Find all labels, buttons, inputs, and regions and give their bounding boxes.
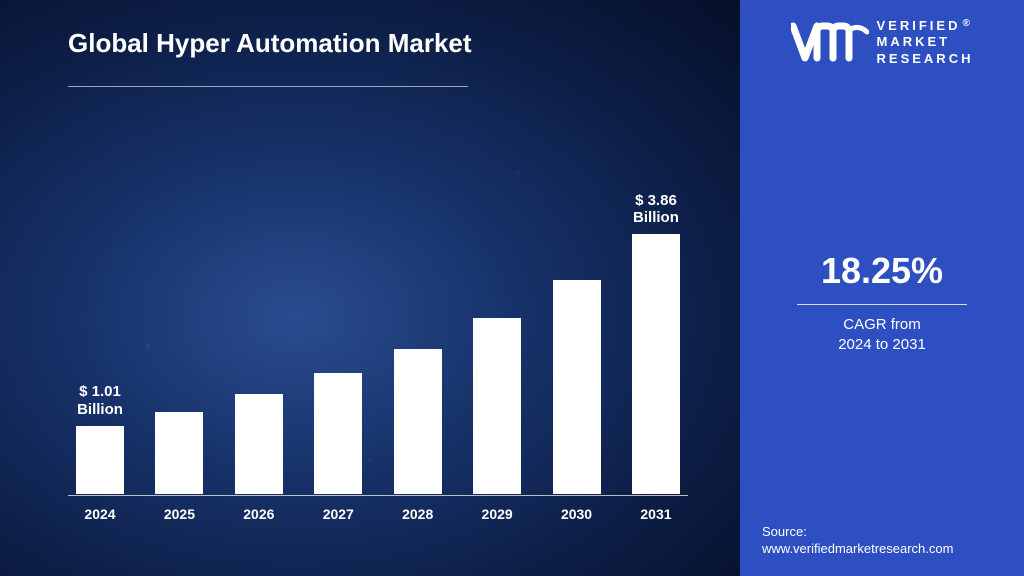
cagr-block: 18.25% CAGR from 2024 to 2031 xyxy=(740,250,1024,356)
bar-value-label-first: $ 1.01 Billion xyxy=(77,383,123,418)
bar-col-2030 xyxy=(545,280,609,494)
x-label-5: 2029 xyxy=(465,506,529,522)
bar-2031 xyxy=(632,234,680,494)
bar-2029 xyxy=(473,318,521,494)
cagr-caption-line1: CAGR from xyxy=(843,316,921,333)
registered-icon: ® xyxy=(962,18,972,29)
title-underline xyxy=(68,86,468,87)
brand-logo: VERIFIED® MARKET RESEARCH xyxy=(740,18,1024,67)
bar-col-2026 xyxy=(227,394,291,494)
vmr-logo-icon xyxy=(791,20,869,64)
x-label-0: 2024 xyxy=(68,506,132,522)
brand-line2: MARKET xyxy=(877,34,951,49)
x-axis-line xyxy=(68,495,688,496)
bars-group: $ 1.01 Billion xyxy=(68,154,688,494)
x-label-6: 2030 xyxy=(545,506,609,522)
x-axis-labels: 2024 2025 2026 2027 2028 2029 2030 2031 xyxy=(68,506,688,522)
bar-2030 xyxy=(553,280,601,494)
x-label-1: 2025 xyxy=(147,506,211,522)
source-block: Source: www.verifiedmarketresearch.com xyxy=(762,523,953,558)
bar-value-label-last: $ 3.86 Billion xyxy=(633,192,679,227)
sidebar-panel: VERIFIED® MARKET RESEARCH 18.25% CAGR fr… xyxy=(740,0,1024,576)
x-label-4: 2028 xyxy=(386,506,450,522)
bar-col-2031: $ 3.86 Billion xyxy=(624,192,688,495)
source-url: www.verifiedmarketresearch.com xyxy=(762,541,953,556)
cagr-value: 18.25% xyxy=(740,250,1024,292)
chart-panel: Global Hyper Automation Market $ 1.01 Bi… xyxy=(0,0,740,576)
bar-col-2025 xyxy=(147,412,211,494)
bar-2028 xyxy=(394,349,442,494)
bar-2027 xyxy=(314,373,362,494)
bar-chart: $ 1.01 Billion xyxy=(68,136,688,516)
chart-title: Global Hyper Automation Market xyxy=(68,28,472,59)
cagr-caption-line2: 2024 to 2031 xyxy=(838,336,926,353)
bar-col-2028 xyxy=(386,349,450,494)
last-unit: Billion xyxy=(633,209,679,226)
first-unit: Billion xyxy=(77,401,123,418)
bar-2025 xyxy=(155,412,203,494)
bar-col-2027 xyxy=(306,373,370,494)
bar-col-2024: $ 1.01 Billion xyxy=(68,383,132,494)
x-label-2: 2026 xyxy=(227,506,291,522)
last-value: $ 3.86 xyxy=(635,192,677,209)
brand-line1: VERIFIED xyxy=(877,18,961,33)
bar-col-2029 xyxy=(465,318,529,494)
brand-line3: RESEARCH xyxy=(877,51,974,66)
bar-2024 xyxy=(76,426,124,494)
bar-2026 xyxy=(235,394,283,494)
source-label: Source: xyxy=(762,524,807,539)
x-label-7: 2031 xyxy=(624,506,688,522)
cagr-caption: CAGR from 2024 to 2031 xyxy=(740,315,1024,356)
infographic-container: Global Hyper Automation Market $ 1.01 Bi… xyxy=(0,0,1024,576)
first-value: $ 1.01 xyxy=(79,383,121,400)
cagr-underline xyxy=(797,304,967,305)
brand-text: VERIFIED® MARKET RESEARCH xyxy=(877,18,974,67)
x-label-3: 2027 xyxy=(306,506,370,522)
